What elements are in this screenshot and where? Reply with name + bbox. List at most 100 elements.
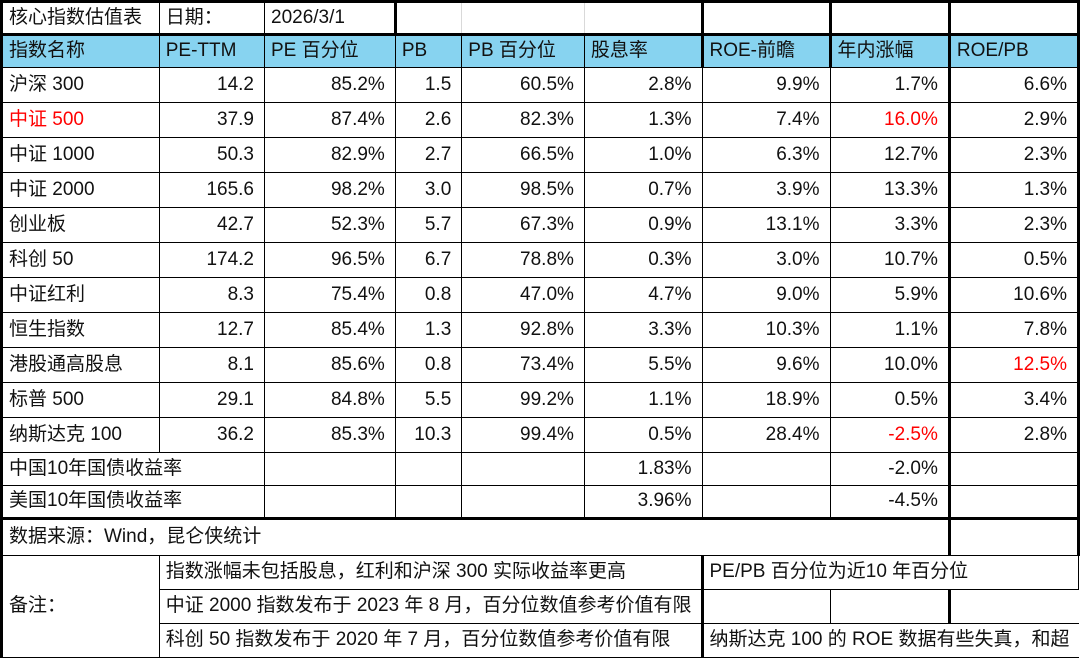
pe-percentile-cell[interactable]: 85.3% [264,417,396,453]
ytd-change-cell[interactable]: 0.5% [829,382,950,418]
ytd-change-cell[interactable]: 16.0% [829,102,950,138]
dividend-yield-cell[interactable]: 1.0% [583,137,703,173]
data-source-cell[interactable]: 数据来源：Wind，昆仑侠统计 [0,517,950,556]
pb-percentile-cell[interactable]: 60.5% [461,67,585,103]
col-header-roe-pb[interactable]: ROE/PB [947,33,1080,68]
roe-forward-cell[interactable]: 3.0% [701,242,831,278]
dividend-yield-cell[interactable]: 0.3% [583,242,703,278]
empty-cell[interactable] [947,452,1080,486]
ytd-change-cell[interactable]: 1.1% [829,312,950,348]
col-header-roe-forward[interactable]: ROE-前瞻 [700,33,831,68]
bond-yield-cell[interactable]: 3.96% [583,485,703,519]
pe-ttm-cell[interactable]: 8.3 [158,277,266,313]
dividend-yield-cell[interactable]: 0.9% [583,207,703,243]
roe-pb-cell[interactable]: 7.8% [947,312,1080,348]
pb-percentile-cell[interactable]: 73.4% [461,347,585,383]
ytd-change-cell[interactable]: -2.5% [829,417,950,453]
bond-ytd-change-cell[interactable]: -2.0% [829,452,950,486]
index-name-cell[interactable]: 标普 500 [0,382,160,418]
dividend-yield-cell[interactable]: 3.3% [583,312,703,348]
roe-forward-cell[interactable]: 3.9% [701,172,831,208]
empty-cell[interactable] [264,452,396,486]
pe-ttm-cell[interactable]: 36.2 [158,417,266,453]
index-name-cell[interactable]: 中证 1000 [0,137,160,173]
pb-cell[interactable]: 1.3 [394,312,463,348]
pe-percentile-cell[interactable]: 85.6% [264,347,396,383]
pb-percentile-cell[interactable]: 47.0% [461,277,585,313]
bond-name-cell[interactable]: 中国10年国债收益率 [0,452,265,486]
empty-cell[interactable] [829,0,951,35]
col-header-pe-ttm[interactable]: PE-TTM [158,33,266,68]
empty-cell[interactable] [461,0,585,35]
pb-cell[interactable]: 0.8 [394,347,463,383]
dividend-yield-cell[interactable]: 1.1% [583,382,703,418]
notes-label-cell[interactable]: 备注： [0,555,160,658]
empty-cell[interactable] [701,485,831,519]
note-cell[interactable]: 中证 2000 指数发布于 2023 年 8 月，百分位数值参考价值有限 [158,589,703,624]
empty-cell[interactable] [948,0,1080,35]
pb-percentile-cell[interactable]: 66.5% [461,137,585,173]
empty-cell[interactable] [264,485,396,519]
pb-percentile-cell[interactable]: 99.4% [461,417,585,453]
roe-pb-cell[interactable]: 6.6% [947,67,1080,103]
pe-ttm-cell[interactable]: 174.2 [158,242,266,278]
pb-percentile-cell[interactable]: 98.5% [461,172,585,208]
ytd-change-cell[interactable]: 12.7% [829,137,950,173]
pe-ttm-cell[interactable]: 42.7 [158,207,266,243]
pb-cell[interactable]: 2.7 [394,137,463,173]
pe-percentile-cell[interactable]: 98.2% [264,172,396,208]
roe-forward-cell[interactable]: 9.6% [701,347,831,383]
dividend-yield-cell[interactable]: 1.3% [583,102,703,138]
dividend-yield-cell[interactable]: 0.5% [583,417,703,453]
pb-cell[interactable]: 3.0 [394,172,463,208]
index-name-cell[interactable]: 中证 2000 [0,172,160,208]
pe-percentile-cell[interactable]: 52.3% [264,207,396,243]
col-header-pb[interactable]: PB [394,33,463,68]
pe-percentile-cell[interactable]: 96.5% [264,242,396,278]
empty-cell[interactable] [947,485,1080,519]
bond-yield-cell[interactable]: 1.83% [583,452,703,486]
roe-forward-cell[interactable]: 6.3% [701,137,831,173]
pe-ttm-cell[interactable]: 37.9 [158,102,266,138]
roe-forward-cell[interactable]: 13.1% [701,207,831,243]
roe-forward-cell[interactable]: 18.9% [701,382,831,418]
ytd-change-cell[interactable]: 10.7% [829,242,950,278]
pb-cell[interactable]: 1.5 [394,67,463,103]
empty-cell[interactable] [394,0,463,35]
col-header-dividend-yield[interactable]: 股息率 [583,33,703,68]
pb-cell[interactable]: 5.7 [394,207,463,243]
empty-cell[interactable] [701,452,831,486]
pb-percentile-cell[interactable]: 82.3% [461,102,585,138]
pe-ttm-cell[interactable]: 8.1 [158,347,266,383]
note-cell[interactable]: 科创 50 指数发布于 2020 年 7 月，百分位数值参考价值有限 [158,623,703,658]
roe-pb-cell[interactable]: 10.6% [947,277,1080,313]
ytd-change-cell[interactable]: 10.0% [829,347,950,383]
empty-cell[interactable] [701,0,832,35]
pb-percentile-cell[interactable]: 99.2% [461,382,585,418]
roe-pb-cell[interactable]: 12.5% [947,347,1080,383]
pe-percentile-cell[interactable]: 82.9% [264,137,396,173]
pe-ttm-cell[interactable]: 50.3 [158,137,266,173]
pb-percentile-cell[interactable]: 92.8% [461,312,585,348]
roe-forward-cell[interactable]: 7.4% [701,102,831,138]
ytd-change-cell[interactable]: 13.3% [829,172,950,208]
bond-name-cell[interactable]: 美国10年国债收益率 [0,485,265,519]
empty-cell[interactable] [461,485,585,519]
empty-cell[interactable] [829,589,950,624]
pb-percentile-cell[interactable]: 67.3% [461,207,585,243]
pe-ttm-cell[interactable]: 12.7 [158,312,266,348]
index-name-cell[interactable]: 创业板 [0,207,160,243]
table-title-cell[interactable]: 核心指数估值表 [0,0,160,35]
col-header-index-name[interactable]: 指数名称 [0,33,160,68]
pb-cell[interactable]: 0.8 [394,277,463,313]
pe-percentile-cell[interactable]: 85.2% [264,67,396,103]
pb-percentile-cell[interactable]: 78.8% [461,242,585,278]
date-label-cell[interactable]: 日期： [158,0,266,35]
col-header-ytd-change[interactable]: 年内涨幅 [828,33,950,68]
index-name-cell[interactable]: 恒生指数 [0,312,160,348]
note-cell[interactable]: 指数涨幅未包括股息，红利和沪深 300 实际收益率更高 [158,555,703,590]
pb-cell[interactable]: 10.3 [394,417,463,453]
pe-ttm-cell[interactable]: 165.6 [158,172,266,208]
index-name-cell[interactable]: 纳斯达克 100 [0,417,160,453]
pe-percentile-cell[interactable]: 85.4% [264,312,396,348]
